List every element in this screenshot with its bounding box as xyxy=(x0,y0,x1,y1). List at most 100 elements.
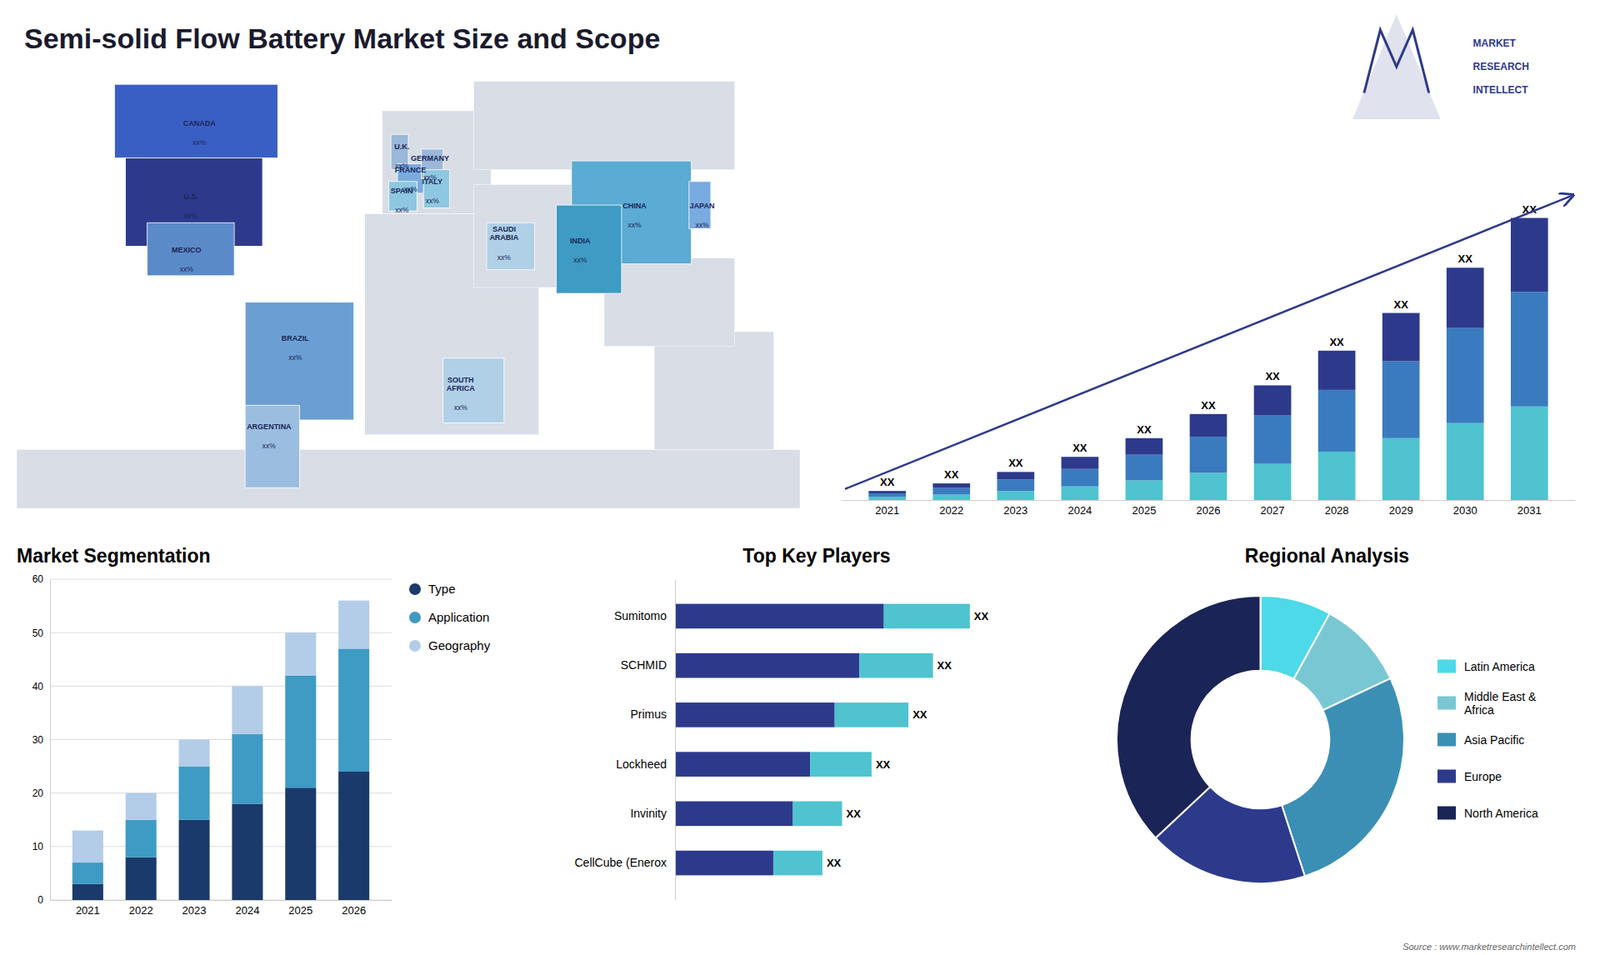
legend-swatch xyxy=(1437,660,1456,674)
legend-swatch xyxy=(1437,696,1456,710)
tick-label: 60 xyxy=(32,573,45,585)
country-value: xx% xyxy=(497,253,512,262)
series xyxy=(675,604,885,876)
country-label: INDIA xyxy=(570,236,591,245)
bar xyxy=(72,884,104,900)
bar xyxy=(179,820,210,900)
tick: 2021 xyxy=(875,504,900,517)
country-label: U.K. xyxy=(394,142,410,151)
bar xyxy=(338,600,370,650)
logo-triangle xyxy=(1352,14,1441,120)
bar-label: XX xyxy=(1008,456,1024,470)
chart-title: Market Segmentation xyxy=(16,545,211,567)
land xyxy=(654,331,775,450)
map: CANADAxx%U.S.xx%MEXICOxx%BRAZILxx%ARGENT… xyxy=(16,81,800,509)
tick-label: 2029 xyxy=(1389,504,1414,517)
tick: 40 xyxy=(32,680,50,693)
legend: Latin AmericaMiddle East &AfricaAsia Pac… xyxy=(1437,660,1539,820)
bar xyxy=(338,771,370,900)
bar xyxy=(675,751,810,777)
tick: 60 xyxy=(32,573,50,585)
legend-label: Europe xyxy=(1464,770,1502,784)
country xyxy=(390,134,409,170)
tick: Invinity xyxy=(630,806,667,820)
trend-arrow xyxy=(845,195,1572,490)
series xyxy=(773,604,970,876)
country-value: xx% xyxy=(262,441,277,450)
bar xyxy=(793,801,843,827)
country-value: xx% xyxy=(395,205,410,215)
bar xyxy=(1510,218,1549,293)
tick: 2026 xyxy=(1196,504,1221,517)
page: Semi-solid Flow Battery Market Size and … xyxy=(0,0,1600,955)
tick: CellCube (Enerox xyxy=(575,855,668,870)
bar xyxy=(675,850,774,876)
bar xyxy=(868,493,906,497)
tick-label: 30 xyxy=(32,734,45,746)
bar-label: XX xyxy=(875,758,891,771)
bar xyxy=(1510,406,1549,500)
country-value: xx% xyxy=(695,220,710,230)
bar-label: XX xyxy=(880,475,895,489)
tick: 2029 xyxy=(1389,504,1414,517)
bar xyxy=(1061,456,1100,469)
tick-label: 20 xyxy=(32,787,45,800)
tick: 2024 xyxy=(235,904,260,917)
tick: 2028 xyxy=(1325,504,1350,517)
legend-label: Asia Pacific xyxy=(1464,733,1525,747)
tick: 2023 xyxy=(1003,504,1028,517)
bar xyxy=(1318,350,1356,390)
country-label: U.S. xyxy=(183,192,199,201)
bar xyxy=(1318,451,1356,500)
series xyxy=(868,291,1548,497)
logo-text: INTELLECT xyxy=(1473,84,1530,96)
annotations: XXXXXXXXXXXXXXXXXXXXXX xyxy=(880,203,1537,490)
bar xyxy=(338,648,370,772)
tick: 20 xyxy=(32,787,50,800)
logo-text: MARKET xyxy=(1473,37,1517,50)
chart-title: Regional Analysis xyxy=(1245,545,1410,567)
plot-area xyxy=(868,218,1548,500)
legend-marker xyxy=(409,640,421,652)
country-label: CHINA xyxy=(622,201,647,210)
tick-label: 2023 xyxy=(182,904,207,917)
legend: TypeApplicationGeography xyxy=(409,581,491,653)
x-axis: 202120222023202420252026 xyxy=(50,900,393,918)
tick: 2026 xyxy=(341,904,366,917)
bar-label: XX xyxy=(1458,252,1474,265)
country xyxy=(147,222,235,276)
tick-label: Sumitomo xyxy=(614,609,667,623)
bar xyxy=(996,479,1035,491)
bar xyxy=(1254,415,1292,465)
logo: MARKET RESEARCH INTELLECT xyxy=(1352,14,1530,120)
bar xyxy=(125,793,157,820)
country-value: xx% xyxy=(573,255,588,265)
tick: Lockheed xyxy=(615,757,667,771)
country-value: xx% xyxy=(180,265,195,274)
tick-label: 2026 xyxy=(341,904,366,917)
tick: 2025 xyxy=(288,904,313,917)
tick: 2030 xyxy=(1453,504,1478,517)
tick: 2022 xyxy=(129,904,154,917)
bar xyxy=(1446,423,1485,500)
series xyxy=(72,648,370,884)
series xyxy=(72,771,370,900)
tick-label: 2031 xyxy=(1517,504,1542,517)
bar xyxy=(1254,464,1292,500)
tick-label: 2024 xyxy=(235,904,260,917)
legend-marker xyxy=(409,583,421,595)
legend-label: North America xyxy=(1464,806,1539,820)
bar-label: XX xyxy=(846,807,862,820)
tick-label: 2021 xyxy=(875,504,900,517)
country xyxy=(115,84,279,158)
bar xyxy=(231,685,263,735)
logo-mark xyxy=(1364,30,1430,94)
tick-label: 2027 xyxy=(1260,504,1285,517)
bar xyxy=(72,862,104,885)
logo-text: RESEARCH xyxy=(1473,60,1530,73)
bar xyxy=(932,483,970,488)
tick: 10 xyxy=(32,840,50,853)
legend-swatch xyxy=(1437,733,1456,747)
country-label: BRAZIL xyxy=(281,334,310,343)
axis-line xyxy=(50,900,393,901)
